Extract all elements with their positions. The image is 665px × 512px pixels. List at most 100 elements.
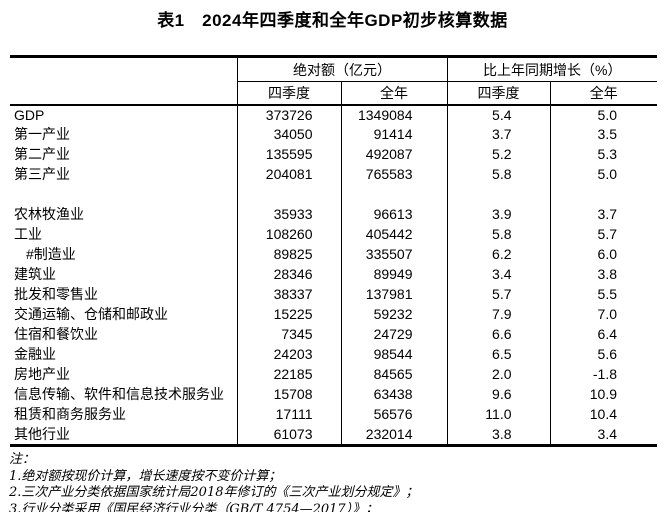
subheader-absolute-q4: 四季度 — [236, 81, 341, 106]
cell-value: 89949 — [340, 264, 447, 284]
row-label: 住宿和餐饮业 — [14, 326, 98, 342]
subheader-growth-q4: 四季度 — [446, 81, 550, 106]
cell-value: 6.5 — [446, 344, 550, 364]
row-label: 第一产业 — [14, 126, 70, 142]
table-row: 其他行业 61073 232014 3.8 3.4 — [10, 424, 658, 446]
cell-value: 28346 — [236, 264, 341, 284]
cell-value: 135595 — [236, 144, 341, 164]
cell-value: 9.6 — [446, 384, 550, 404]
cell-value: 5.3 — [549, 144, 658, 164]
cell-value: 5.6 — [549, 344, 658, 364]
cell-value: 6.6 — [446, 324, 550, 344]
col-group-absolute-amount: 绝对额（亿元） — [236, 56, 447, 82]
table-title: 表1 2024年四季度和全年GDP初步核算数据 — [157, 11, 508, 30]
cell-value: 3.8 — [446, 424, 550, 446]
row-label: #制造业 — [26, 246, 76, 262]
cell-value: 7.9 — [446, 304, 550, 324]
row-label: 农林牧渔业 — [14, 206, 84, 222]
row-label: GDP — [14, 107, 45, 123]
table-row: 第三产业 204081 765583 5.8 5.0 — [10, 164, 658, 184]
cell-value: 10.4 — [549, 404, 658, 424]
cell-value — [549, 184, 658, 204]
row-label: 其他行业 — [14, 426, 70, 442]
table-row: GDP 373726 1349084 5.4 5.0 — [10, 105, 658, 124]
cell-value: 5.8 — [446, 164, 550, 184]
row-label: 房地产业 — [14, 366, 70, 382]
cell-value: -1.8 — [549, 364, 658, 384]
cell-value: 3.4 — [446, 264, 550, 284]
cell-value: 34050 — [236, 124, 341, 144]
cell-value: 56576 — [340, 404, 447, 424]
cell-value: 232014 — [340, 424, 447, 446]
col-group-yoy-growth: 比上年同期增长（%） — [446, 56, 658, 82]
cell-value: 15225 — [236, 304, 341, 324]
footnote-item: 1.绝对额按现价计算，增长速度按不变价计算； — [9, 468, 282, 484]
cell-value: 1349084 — [340, 105, 447, 124]
gdp-table: 绝对额（亿元） 比上年同期增长（%） 四季度 全年 四季度 全年 GDP 3737… — [10, 55, 658, 447]
row-label: 批发和零售业 — [14, 286, 98, 302]
cell-value: 10.9 — [549, 384, 658, 404]
row-label: 第二产业 — [14, 146, 70, 162]
cell-value: 3.8 — [549, 264, 658, 284]
cell-value: 35933 — [236, 204, 341, 224]
cell-value — [340, 184, 447, 204]
stub-header-cell — [10, 56, 238, 106]
row-label: 建筑业 — [14, 266, 56, 282]
cell-value: 22185 — [236, 364, 341, 384]
row-label: 第三产业 — [14, 166, 70, 182]
cell-value: 6.4 — [549, 324, 658, 344]
subheader-absolute-year: 全年 — [340, 81, 447, 106]
table-row: 交通运输、仓储和邮政业 15225 59232 7.9 7.0 — [10, 304, 658, 324]
cell-value: 84565 — [340, 364, 447, 384]
cell-value: 89825 — [236, 244, 341, 264]
cell-value: 5.4 — [446, 105, 550, 124]
footnotes: 注： 1.绝对额按现价计算，增长速度按不变价计算； 2.三次产业分类依据国家统计… — [9, 452, 665, 512]
table-row: 租赁和商务服务业 17111 56576 11.0 10.4 — [10, 404, 658, 424]
table-row: #制造业 89825 335507 6.2 6.0 — [10, 244, 658, 264]
cell-value: 5.5 — [549, 284, 658, 304]
cell-value: 765583 — [340, 164, 447, 184]
row-label: 金融业 — [14, 346, 56, 362]
cell-value: 91414 — [340, 124, 447, 144]
table-header: 绝对额（亿元） 比上年同期增长（%） 四季度 全年 四季度 全年 — [10, 56, 658, 106]
cell-value: 3.4 — [549, 424, 658, 446]
row-label: 工业 — [14, 226, 42, 242]
footnote-item: 3.行业分类采用《国民经济行业分类（GB/T 4754—2017）》； — [9, 501, 379, 512]
cell-value: 24203 — [236, 344, 341, 364]
cell-value: 6.0 — [549, 244, 658, 264]
spacer-row — [10, 184, 658, 204]
cell-value: 17111 — [236, 404, 341, 424]
cell-value: 5.0 — [549, 164, 658, 184]
cell-value: 15708 — [236, 384, 341, 404]
cell-value: 204081 — [236, 164, 341, 184]
cell-value: 7345 — [236, 324, 341, 344]
cell-value: 38337 — [236, 284, 341, 304]
table-row: 第二产业 135595 492087 5.2 5.3 — [10, 144, 658, 164]
cell-value: 335507 — [340, 244, 447, 264]
table-row: 信息传输、软件和信息技术服务业 15708 63438 9.6 10.9 — [10, 384, 658, 404]
cell-value: 3.5 — [549, 124, 658, 144]
table-row: 住宿和餐饮业 7345 24729 6.6 6.4 — [10, 324, 658, 344]
table-body: GDP 373726 1349084 5.4 5.0 第一产业 34050 91414 3.7 3… — [10, 105, 658, 446]
table-row: 建筑业 28346 89949 3.4 3.8 — [10, 264, 658, 284]
cell-value: 3.7 — [549, 204, 658, 224]
cell-value: 5.8 — [446, 224, 550, 244]
cell-value: 5.7 — [446, 284, 550, 304]
cell-value: 61073 — [236, 424, 341, 446]
cell-value: 11.0 — [446, 404, 550, 424]
table-row: 第一产业 34050 91414 3.7 3.5 — [10, 124, 658, 144]
row-label: 信息传输、软件和信息技术服务业 — [14, 386, 224, 402]
table-row: 工业 108260 405442 5.8 5.7 — [10, 224, 658, 244]
cell-value — [446, 184, 550, 204]
cell-value: 2.0 — [446, 364, 550, 384]
cell-value: 3.7 — [446, 124, 550, 144]
cell-value: 405442 — [340, 224, 447, 244]
cell-value: 96613 — [340, 204, 447, 224]
row-label: 租赁和商务服务业 — [14, 406, 126, 422]
row-label — [10, 184, 237, 204]
cell-value — [236, 184, 341, 204]
cell-value: 98544 — [340, 344, 447, 364]
row-label: 交通运输、仓储和邮政业 — [14, 306, 168, 322]
cell-value: 5.2 — [446, 144, 550, 164]
cell-value: 108260 — [236, 224, 341, 244]
